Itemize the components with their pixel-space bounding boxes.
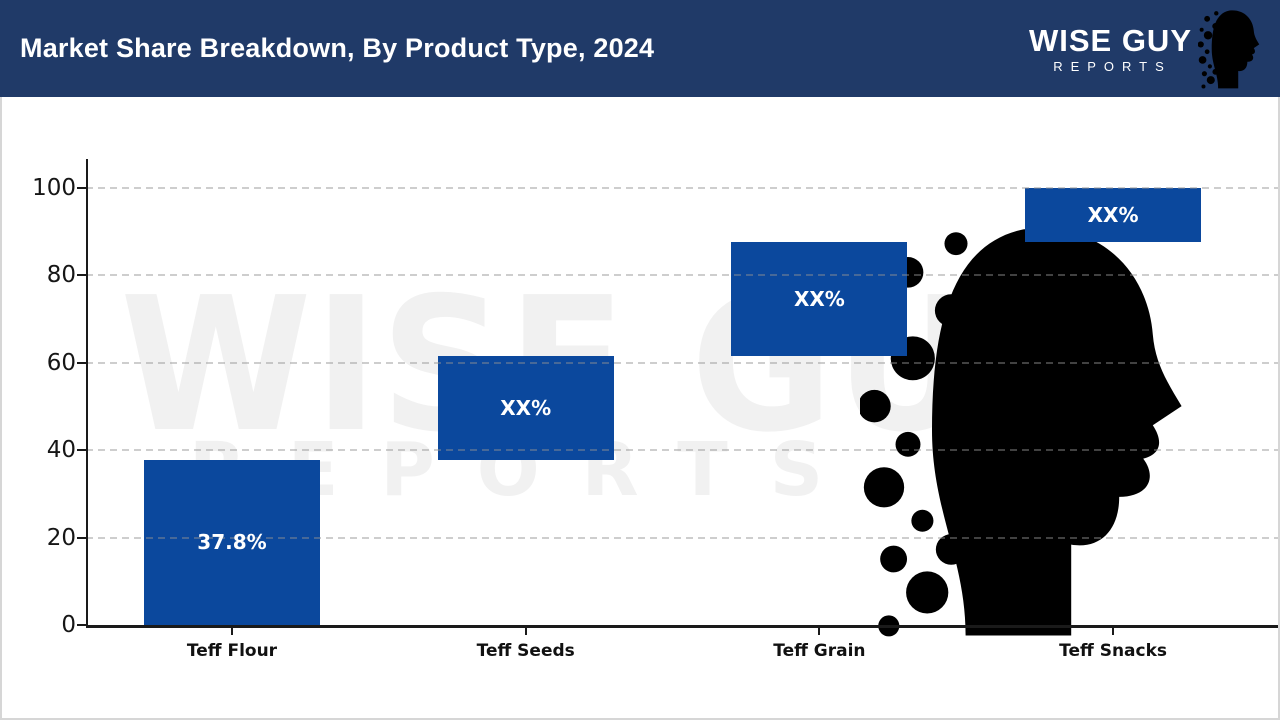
gridline-40 bbox=[86, 449, 1278, 451]
brand-logo: WISE GUY REPORTS bbox=[1029, 7, 1262, 91]
y-tick-label: 0 bbox=[61, 612, 76, 638]
x-category-label: Teff Flour bbox=[186, 641, 278, 661]
brand-name: WISE GUY bbox=[1028, 22, 1192, 58]
bar-Teff Seeds bbox=[437, 355, 614, 460]
y-tick-mark bbox=[77, 624, 86, 626]
y-tick-label: 20 bbox=[46, 524, 76, 551]
gridline-60 bbox=[86, 361, 1278, 364]
x-category-label: Teff Snacks bbox=[1059, 641, 1168, 661]
y-tick-label: 100 bbox=[32, 174, 76, 201]
brand-head-icon bbox=[1198, 9, 1260, 88]
bar-value-label: XX% bbox=[1087, 202, 1139, 227]
header-bar: Market Share Breakdown, By Product Type,… bbox=[0, 0, 1280, 97]
brand-logo-text: WISE GUY REPORTS bbox=[1029, 25, 1192, 73]
bar-value-label: XX% bbox=[793, 287, 845, 312]
gridline-100 bbox=[86, 186, 1278, 189]
y-tick-mark bbox=[77, 274, 86, 276]
brand-subname: REPORTS bbox=[1053, 58, 1172, 74]
x-tick-mark bbox=[818, 627, 821, 635]
watermark-head-icon bbox=[860, 228, 1182, 637]
y-tick-mark bbox=[77, 361, 86, 364]
y-tick-label: 40 bbox=[46, 437, 76, 463]
bar-Teff Snacks bbox=[1025, 187, 1202, 243]
x-category-label: Teff Seeds bbox=[476, 641, 575, 661]
y-tick-label: 80 bbox=[46, 262, 76, 288]
x-axis-line bbox=[86, 625, 1278, 628]
y-tick-mark bbox=[77, 186, 86, 189]
bar-Teff Flour bbox=[144, 459, 320, 625]
bar-value-label: XX% bbox=[500, 395, 552, 420]
y-tick-mark bbox=[77, 536, 86, 539]
bar-Teff Grain bbox=[731, 242, 908, 356]
gridline-20 bbox=[86, 536, 1278, 539]
x-tick-mark bbox=[524, 627, 527, 635]
x-tick-mark bbox=[231, 627, 233, 635]
y-tick-mark bbox=[77, 449, 86, 451]
x-category-label: Teff Grain bbox=[773, 641, 866, 661]
x-tick-mark bbox=[1112, 627, 1115, 635]
bar-value-label: 37.8% bbox=[197, 530, 267, 555]
gridline-80 bbox=[86, 274, 1278, 276]
y-tick-label: 60 bbox=[46, 349, 76, 376]
y-axis-line bbox=[86, 159, 88, 628]
page-title: Market Share Breakdown, By Product Type,… bbox=[20, 33, 655, 63]
